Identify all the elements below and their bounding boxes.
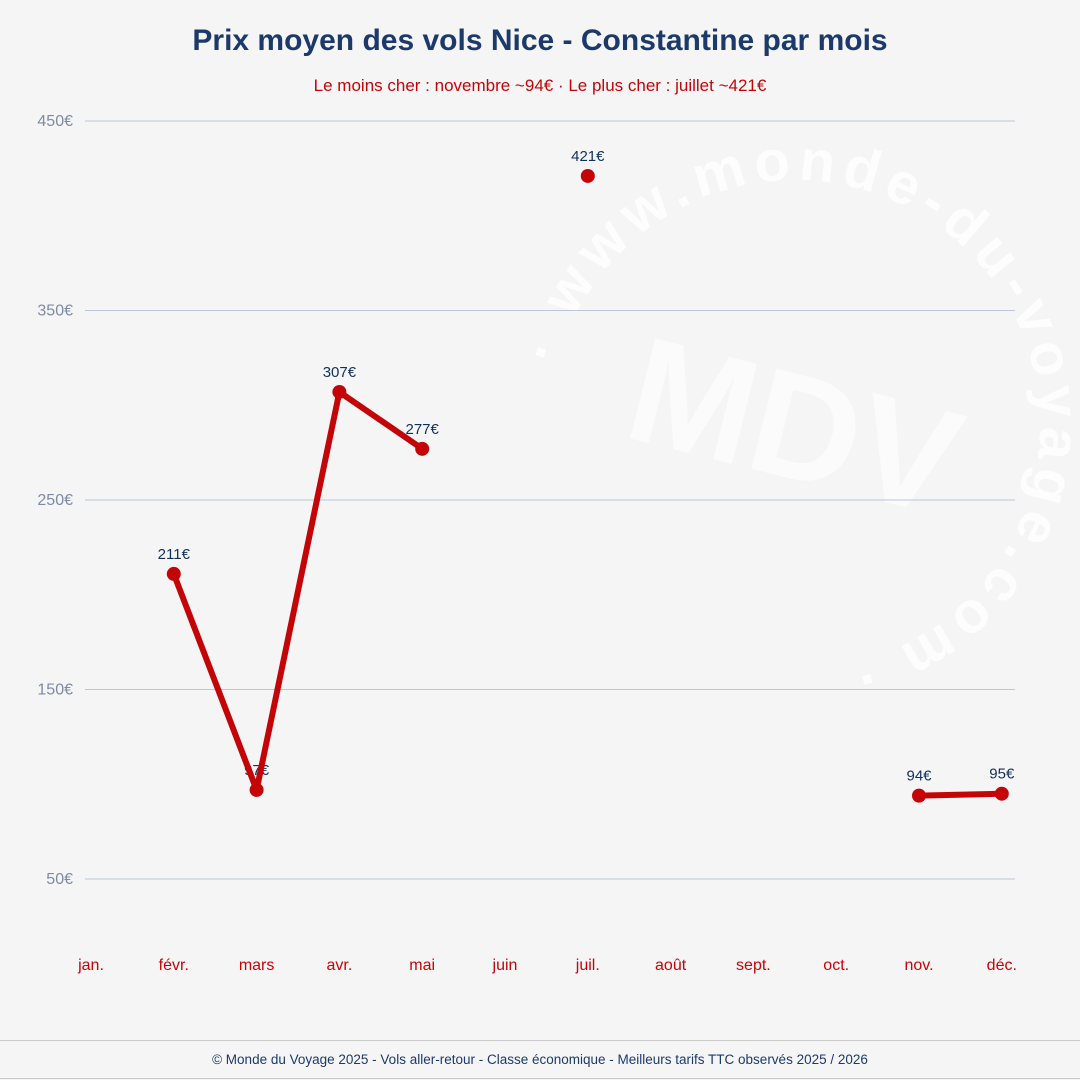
footer: © Monde du Voyage 2025 - Vols aller-reto… [0, 1040, 1080, 1079]
grid-layer [85, 120, 1015, 880]
month-label: juin [492, 957, 518, 974]
point-label: 307€ [323, 364, 357, 381]
footer-text: © Monde du Voyage 2025 - Vols aller-reto… [212, 1052, 868, 1067]
data-point [166, 566, 181, 581]
month-label: mai [409, 957, 435, 974]
y-tick-label: 50€ [46, 871, 73, 888]
month-label: nov. [904, 957, 933, 974]
chart-subtitle: Le moins cher : novembre ~94€ · Le plus … [313, 76, 767, 95]
watermark: · www.monde-du-voyage.com · MDV [442, 64, 1080, 755]
month-label: sept. [736, 957, 771, 974]
month-label: oct. [823, 957, 849, 974]
point-label: 421€ [571, 148, 605, 165]
page-title: Prix moyen des vols Nice - Constantine p… [192, 24, 888, 57]
data-point [912, 788, 926, 803]
data-point [994, 786, 1009, 801]
series-layer: 211€97€307€277€421€94€ 95€ [158, 148, 1015, 803]
y-tick-label: 250€ [37, 492, 73, 509]
month-label: déc. [987, 957, 1017, 974]
y-tick-label: 350€ [37, 303, 73, 320]
data-point [332, 384, 347, 399]
month-label: févr. [159, 957, 189, 974]
month-label: mars [239, 957, 275, 974]
point-label: 211€ [158, 546, 191, 563]
point-label: 94€ [906, 768, 932, 785]
data-point [249, 782, 264, 797]
month-label: avr. [327, 957, 353, 974]
y-tick-label: 450€ [37, 113, 73, 130]
y-tick-label: 150€ [37, 682, 73, 699]
watermark-center-text: MDV [613, 304, 977, 548]
point-label: 95€ [989, 766, 1015, 783]
axis-layer: 450€ 350€ 250€ 150€ 50€ jan. févr. mars avr. mai j… [37, 113, 1017, 974]
data-point [580, 168, 595, 183]
price-line [170, 388, 426, 793]
month-label: jan. [77, 957, 104, 974]
point-label: 277€ [406, 421, 440, 438]
month-label: août [655, 957, 687, 974]
data-point [415, 441, 430, 456]
price-line [916, 790, 1005, 799]
month-label: juil. [575, 957, 600, 974]
